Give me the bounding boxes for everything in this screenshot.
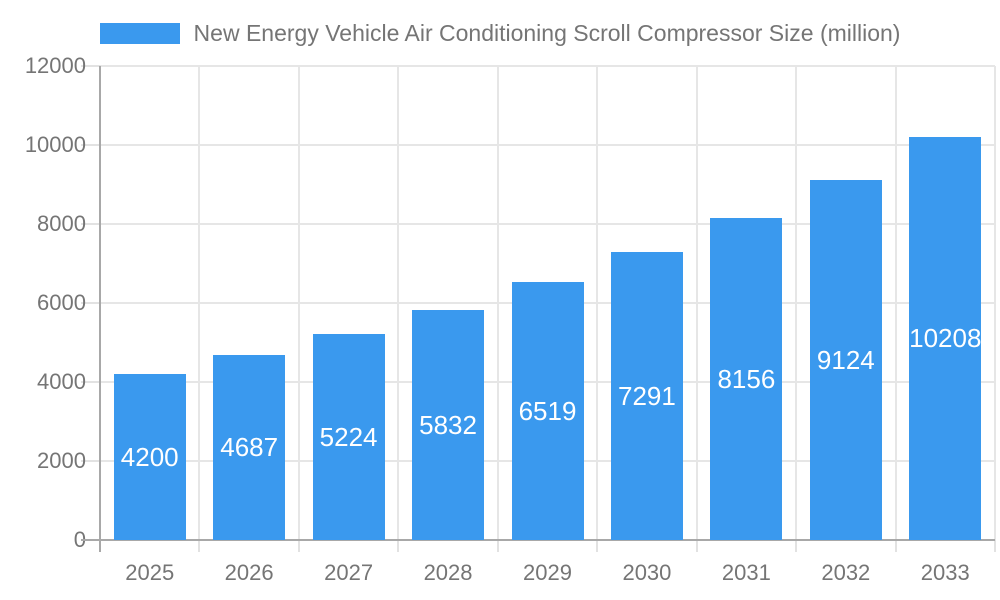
x-tick-label: 2031 bbox=[721, 560, 771, 585]
bar-value-label: 10208 bbox=[909, 323, 982, 354]
y-gridline bbox=[100, 223, 995, 225]
x-gridline bbox=[795, 66, 798, 540]
bar[interactable] bbox=[909, 136, 982, 540]
x-gridline bbox=[894, 66, 897, 540]
bar[interactable] bbox=[809, 179, 882, 540]
bar-value-label: 7291 bbox=[618, 381, 676, 411]
x-tick-label: 2025 bbox=[125, 560, 175, 585]
x-tick-label: 2030 bbox=[622, 560, 672, 585]
bar[interactable] bbox=[412, 309, 485, 540]
y-tick-label: 6000 bbox=[37, 290, 86, 315]
x-tick-mark bbox=[297, 540, 300, 552]
x-tick-label: 2027 bbox=[324, 560, 374, 585]
y-tick-mark bbox=[81, 302, 100, 304]
x-tick-mark bbox=[795, 540, 798, 552]
y-gridline bbox=[100, 144, 995, 146]
x-tick-mark bbox=[496, 540, 499, 552]
y-tick-mark bbox=[81, 381, 100, 383]
bar[interactable] bbox=[213, 354, 286, 540]
bar-value-label: 6519 bbox=[518, 396, 577, 427]
bar-value-label: 5224 bbox=[319, 421, 378, 452]
x-gridline bbox=[198, 66, 201, 540]
bar-value-label: 8156 bbox=[717, 363, 776, 394]
x-tick-mark bbox=[596, 540, 599, 552]
bar[interactable] bbox=[312, 333, 385, 540]
bar-value-label: 4200 bbox=[120, 442, 179, 473]
y-tick-mark bbox=[81, 65, 100, 67]
x-tick-mark bbox=[397, 540, 400, 552]
x-tick-mark bbox=[994, 540, 996, 552]
y-tick-label: 2000 bbox=[37, 448, 86, 473]
x-tick-label: 2029 bbox=[523, 560, 572, 585]
bar-value-label: 4687 bbox=[220, 432, 279, 463]
x-tick-mark bbox=[695, 540, 698, 552]
y-tick-label: 0 bbox=[73, 527, 86, 552]
x-tick-mark bbox=[894, 540, 897, 552]
y-tick-label: 4000 bbox=[37, 369, 86, 394]
x-gridline bbox=[496, 66, 499, 540]
x-tick-mark bbox=[198, 540, 201, 552]
x-tick-label: 2032 bbox=[821, 560, 871, 585]
bar-value-label: 9124 bbox=[816, 344, 875, 375]
bar[interactable] bbox=[710, 217, 783, 540]
legend-label: New Energy Vehicle Air Conditioning Scro… bbox=[193, 19, 901, 46]
y-tick-mark bbox=[81, 144, 100, 146]
x-gridline bbox=[297, 66, 300, 540]
y-tick-mark bbox=[81, 460, 100, 462]
bar-value-label: 5832 bbox=[419, 409, 477, 440]
y-axis-line bbox=[99, 66, 101, 552]
x-gridline bbox=[596, 66, 599, 540]
y-tick-label: 8000 bbox=[37, 211, 86, 236]
x-tick-label: 2028 bbox=[423, 560, 473, 585]
bar[interactable] bbox=[113, 374, 186, 540]
legend[interactable]: New Energy Vehicle Air Conditioning Scro… bbox=[0, 20, 1000, 46]
x-gridline bbox=[994, 66, 996, 540]
y-tick-mark bbox=[81, 223, 100, 225]
y-tick-label: 10000 bbox=[24, 132, 86, 157]
x-tick-label: 2033 bbox=[920, 560, 970, 585]
bar[interactable] bbox=[511, 282, 584, 540]
y-gridline bbox=[100, 65, 995, 67]
x-axis-line bbox=[81, 539, 995, 541]
legend-swatch bbox=[99, 22, 180, 44]
x-tick-label: 2026 bbox=[224, 560, 274, 585]
x-gridline bbox=[695, 66, 698, 540]
x-gridline bbox=[397, 66, 400, 540]
bar[interactable] bbox=[610, 252, 683, 540]
y-tick-label: 12000 bbox=[24, 53, 86, 78]
